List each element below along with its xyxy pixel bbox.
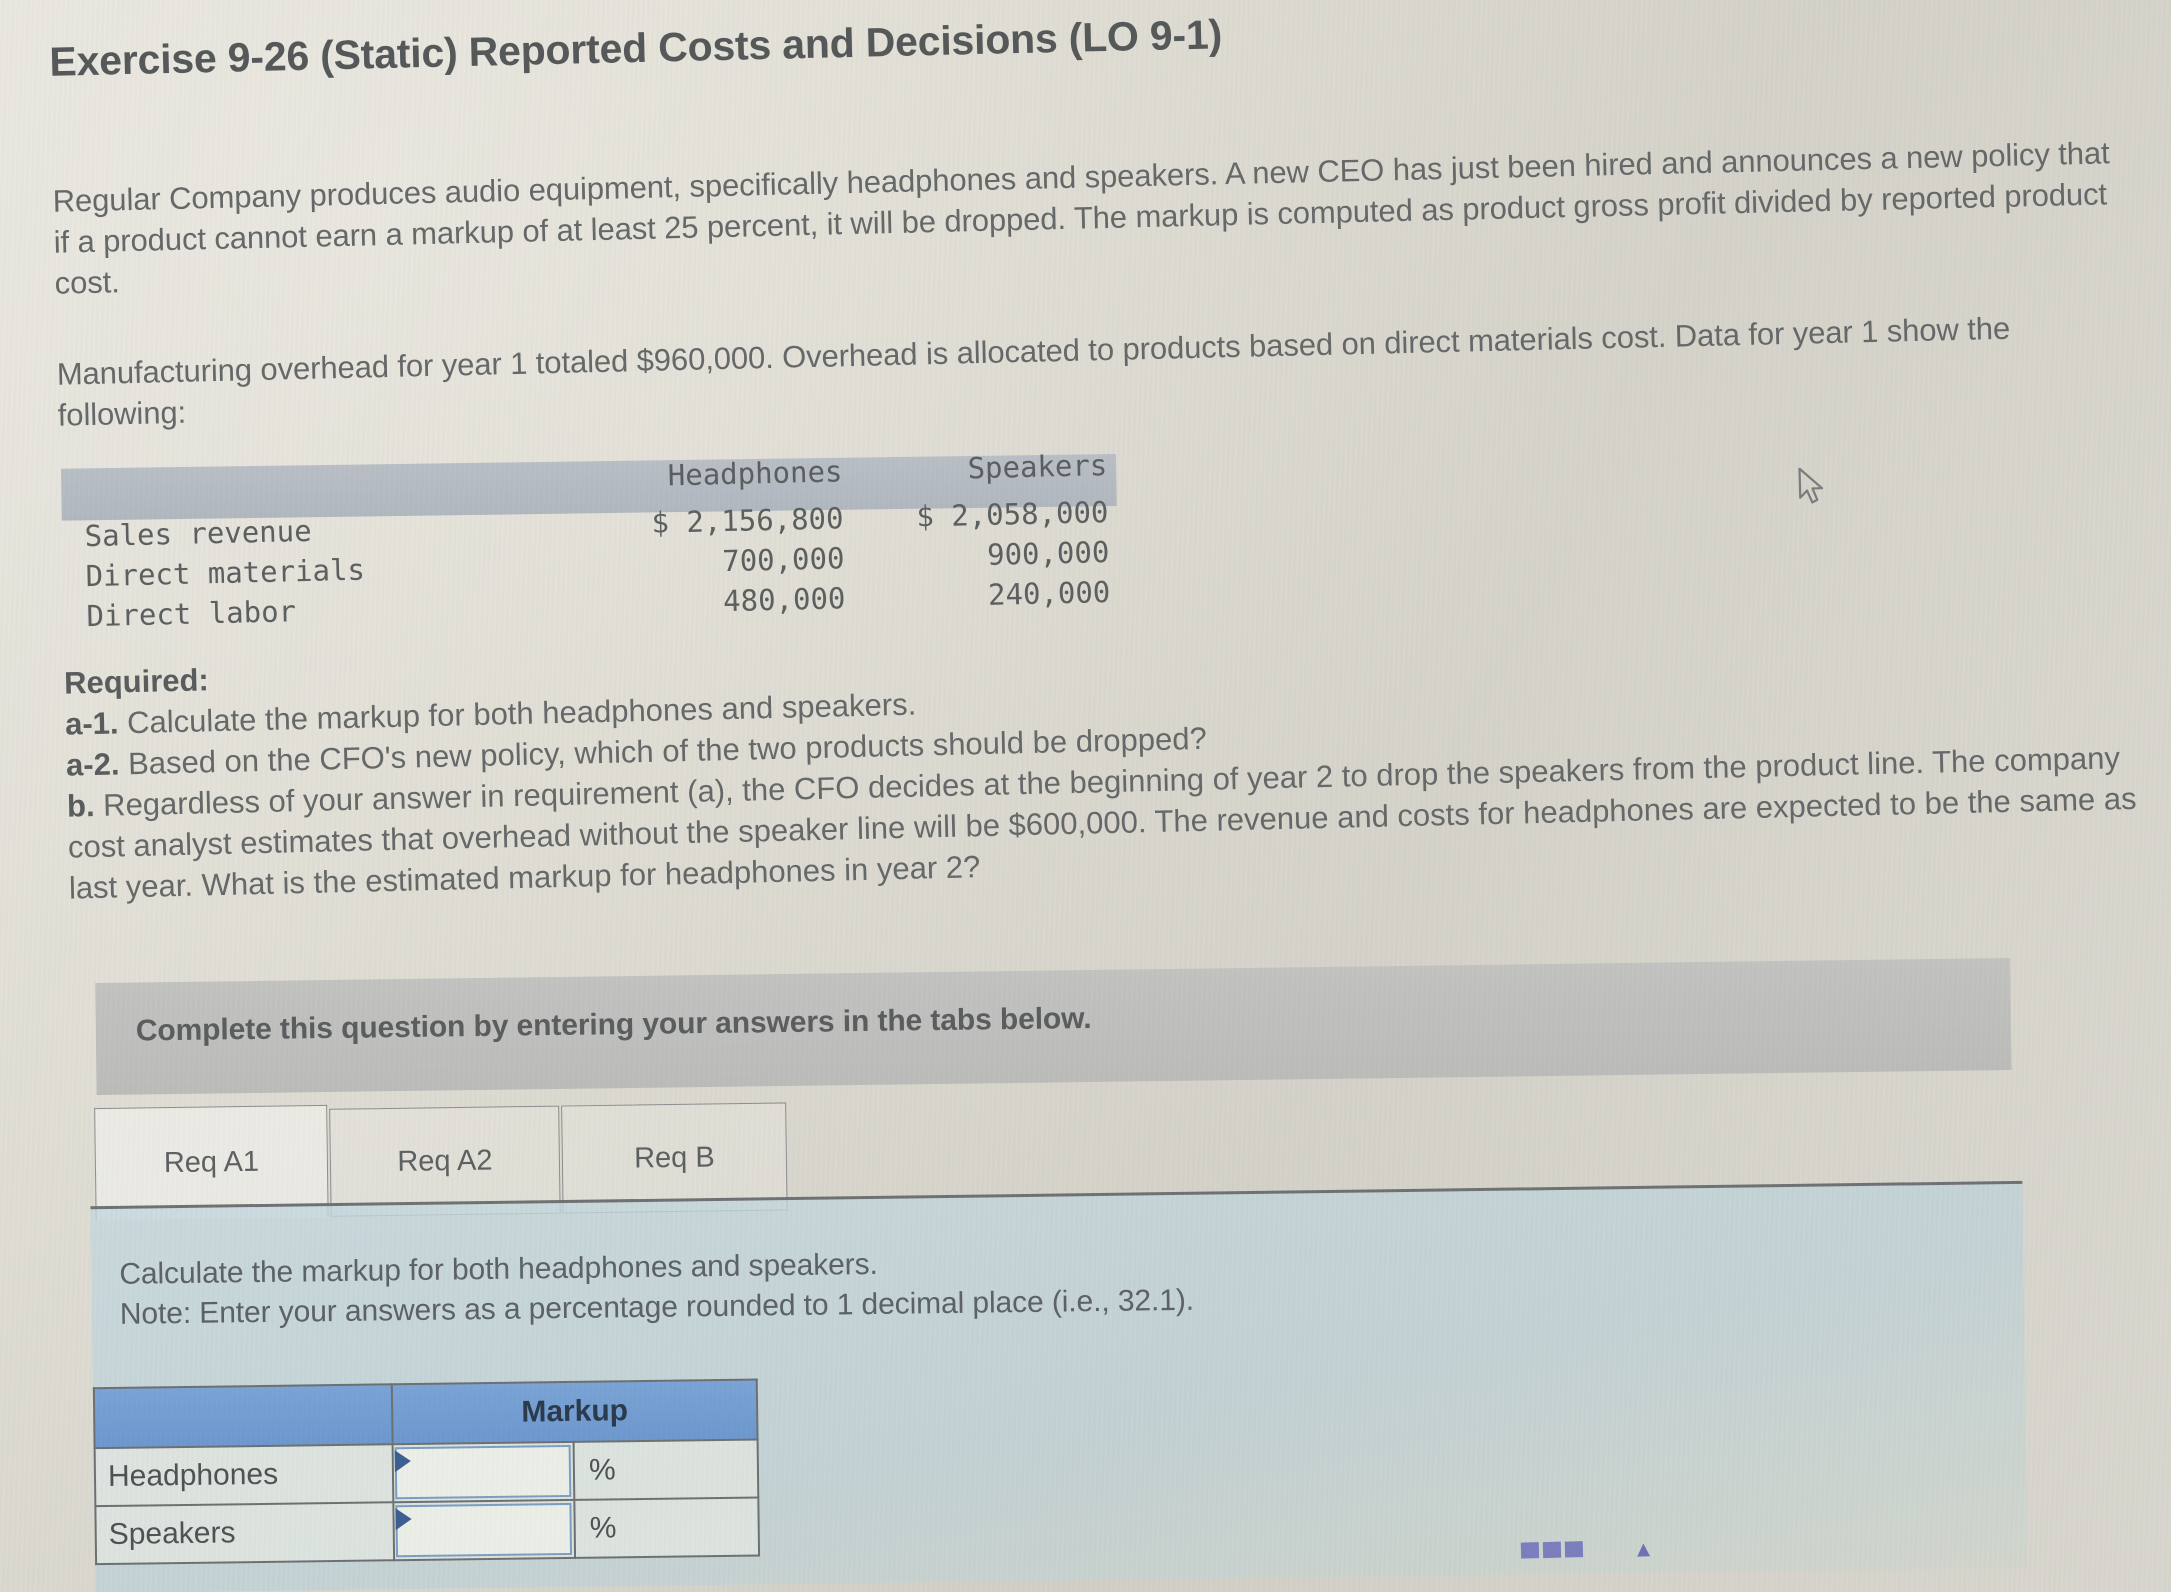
required-section: Required: a-1. Calculate the markup for … <box>64 614 2139 909</box>
row-speakers-value: 240,000 <box>987 575 1111 612</box>
markup-header-blank <box>93 1384 393 1449</box>
markup-header-row: Markup <box>93 1379 758 1449</box>
markup-header-label: Markup <box>391 1379 758 1445</box>
bottom-edge-artifact: ▴ <box>1520 1532 1651 1563</box>
row-speakers-value: $ 2,058,000 <box>915 495 1109 534</box>
tab-label: Req A1 <box>163 1145 260 1179</box>
data-col-headphones: Headphones <box>667 454 843 493</box>
row-headphones-value: 480,000 <box>722 581 846 619</box>
data-col-speakers: Speakers <box>967 448 1108 486</box>
problem-paragraph-1: Regular Company produces audio equipment… <box>52 135 2110 301</box>
artifact-block-icon <box>1564 1541 1584 1558</box>
artifact-glyph-icon: ▴ <box>1636 1532 1651 1563</box>
markup-input-speakers[interactable] <box>395 1502 573 1558</box>
page-title: Exercise 9-26 (Static) Reported Costs an… <box>48 11 1223 85</box>
table-row: Speakers % <box>95 1497 760 1565</box>
table-row: Headphones % <box>94 1439 759 1507</box>
row-headphones-value: $ 2,156,800 <box>651 501 844 540</box>
year1-data-table: Headphones Speakers Sales revenue $ 2,15… <box>61 444 1125 637</box>
artifact-block-icon <box>1542 1541 1562 1559</box>
data-table: Headphones Speakers Sales revenue $ 2,15… <box>61 444 1125 637</box>
instruction-banner: Complete this question by entering your … <box>95 957 2012 1096</box>
required-item-marker: b. <box>66 788 95 824</box>
tab-label: Req A2 <box>397 1144 493 1178</box>
markup-row-label-headphones: Headphones <box>94 1444 394 1507</box>
row-headphones-value: 700,000 <box>721 541 845 579</box>
cell-marker-icon <box>394 1450 411 1473</box>
required-item-marker: a-2. <box>65 746 120 783</box>
row-speakers-value: 900,000 <box>986 535 1110 572</box>
answer-panel: Calculate the markup for both headphones… <box>90 1180 2028 1592</box>
instruction-banner-text: Complete this question by entering your … <box>135 1001 1092 1048</box>
artifact-block-icon <box>1520 1542 1540 1559</box>
markup-input-cell-headphones[interactable] <box>392 1441 575 1503</box>
tab-label: Req B <box>633 1140 715 1175</box>
markup-unit-speakers: % <box>574 1497 760 1558</box>
markup-answer-table: Markup Headphones % Speakers <box>92 1378 761 1566</box>
markup-input-headphones[interactable] <box>394 1444 572 1500</box>
mouse-pointer-icon <box>1798 467 1829 508</box>
required-item-marker: a-1. <box>64 705 119 742</box>
answer-panel-instructions: Calculate the markup for both headphones… <box>119 1241 1194 1335</box>
cell-marker-icon <box>395 1508 412 1531</box>
problem-paragraph-2: Manufacturing overhead for year 1 totale… <box>56 310 2011 433</box>
markup-unit-headphones: % <box>573 1439 759 1500</box>
markup-row-label-speakers: Speakers <box>95 1502 395 1565</box>
markup-input-cell-speakers[interactable] <box>393 1499 576 1561</box>
